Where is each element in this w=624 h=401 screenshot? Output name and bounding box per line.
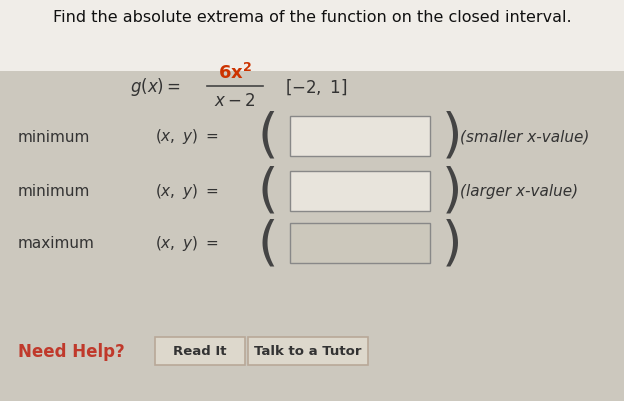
Text: minimum: minimum bbox=[18, 184, 90, 199]
FancyBboxPatch shape bbox=[248, 337, 368, 365]
Text: ): ) bbox=[442, 217, 462, 269]
Text: $[-2,\ 1]$: $[-2,\ 1]$ bbox=[285, 77, 348, 97]
Text: $\mathbf{6x^2}$: $\mathbf{6x^2}$ bbox=[218, 63, 252, 83]
Text: $g(x)=$: $g(x)=$ bbox=[130, 76, 181, 98]
Text: ): ) bbox=[442, 111, 462, 162]
FancyBboxPatch shape bbox=[290, 223, 430, 263]
Text: $(x,\ y)\ =$: $(x,\ y)\ =$ bbox=[155, 127, 219, 146]
Text: Read It: Read It bbox=[173, 344, 227, 358]
Text: $x-2$: $x-2$ bbox=[214, 92, 256, 110]
Text: (: ( bbox=[258, 166, 278, 217]
Text: (larger x-value): (larger x-value) bbox=[460, 184, 578, 199]
Text: Need Help?: Need Help? bbox=[18, 342, 125, 360]
Text: maximum: maximum bbox=[18, 236, 95, 251]
Text: minimum: minimum bbox=[18, 129, 90, 144]
Text: $(x,\ y)\ =$: $(x,\ y)\ =$ bbox=[155, 234, 219, 253]
FancyBboxPatch shape bbox=[290, 117, 430, 157]
Text: Talk to a Tutor: Talk to a Tutor bbox=[254, 344, 362, 358]
Text: (smaller x-value): (smaller x-value) bbox=[460, 129, 590, 144]
Text: ): ) bbox=[442, 166, 462, 217]
Text: (: ( bbox=[258, 111, 278, 162]
FancyBboxPatch shape bbox=[290, 172, 430, 211]
FancyBboxPatch shape bbox=[155, 337, 245, 365]
FancyBboxPatch shape bbox=[0, 0, 624, 72]
Text: (: ( bbox=[258, 217, 278, 269]
Text: $(x,\ y)\ =$: $(x,\ y)\ =$ bbox=[155, 182, 219, 201]
Text: Find the absolute extrema of the function on the closed interval.: Find the absolute extrema of the functio… bbox=[52, 10, 572, 24]
